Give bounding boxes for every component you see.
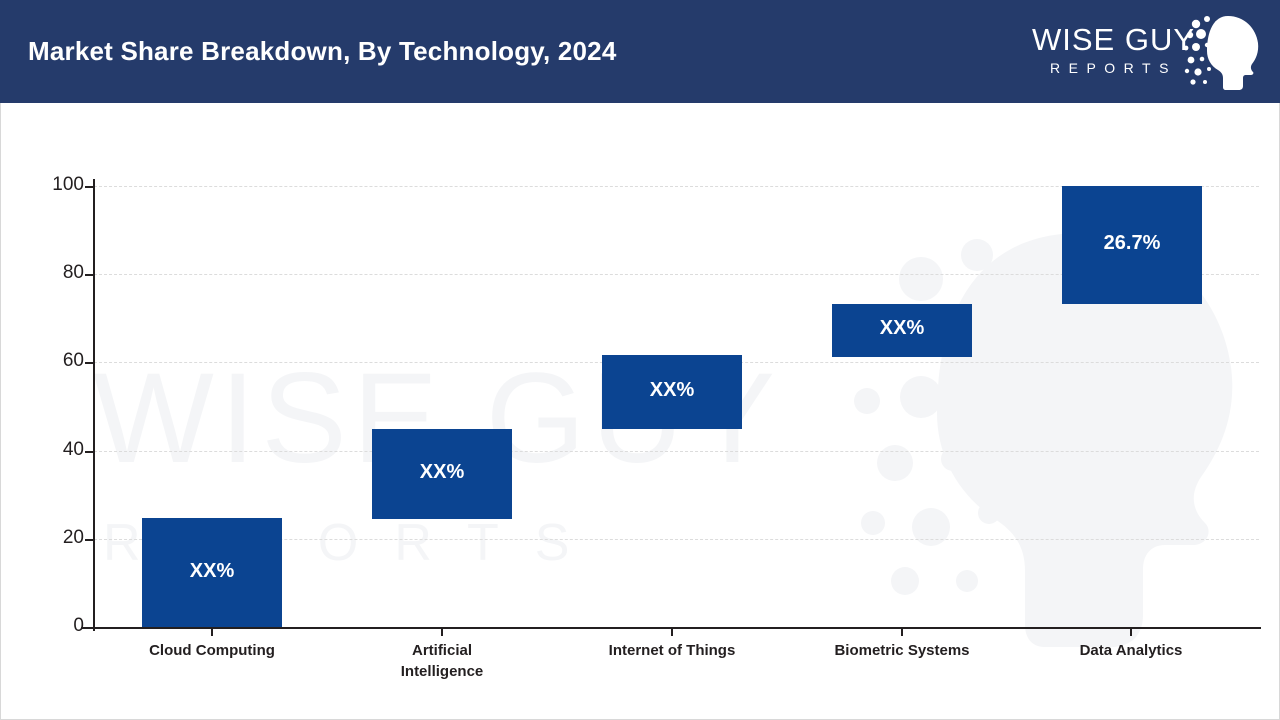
bar-artificial-intelligence[interactable]: XX% bbox=[372, 429, 512, 519]
bar-value-label-artificial-intelligence: XX% bbox=[419, 461, 465, 484]
bar-cloud-computing[interactable]: XX% bbox=[142, 518, 282, 627]
logo-wordmark-primary: WISE GUY bbox=[1032, 22, 1196, 57]
x-axis-label-line: Intelligence bbox=[400, 663, 484, 680]
y-axis-line bbox=[93, 179, 96, 631]
x-tick-artificial-intelligence bbox=[441, 627, 444, 636]
chart-container: WISE GUY REPORTS bbox=[0, 103, 1280, 720]
x-tick-cloud-computing bbox=[211, 627, 214, 636]
x-axis-label-artificial-intelligence: Artificial Intelligence bbox=[332, 640, 552, 682]
x-tick-data-analytics bbox=[1130, 627, 1133, 636]
x-axis-label-internet-of-things: Internet of Things bbox=[562, 640, 782, 661]
x-axis-label-line: Data Analytics bbox=[1079, 642, 1183, 659]
bar-data-analytics[interactable]: 26.7% bbox=[1062, 186, 1202, 304]
page-title: Market Share Breakdown, By Technology, 2… bbox=[28, 36, 617, 66]
bar-value-label-cloud-computing: XX% bbox=[189, 559, 235, 582]
wise-guy-reports-logo: WISE GUY REPORTS bbox=[1022, 8, 1272, 96]
y-axis-label-80: 80 bbox=[62, 262, 84, 283]
bar-value-label-biometric-systems: XX% bbox=[879, 317, 925, 340]
y-axis-label-60: 60 bbox=[62, 350, 84, 371]
x-axis-label-line: Artificial bbox=[411, 642, 472, 659]
gridline-100 bbox=[94, 186, 1259, 187]
x-axis-label-biometric-systems: Biometric Systems bbox=[792, 640, 1012, 661]
x-axis-label-data-analytics: Data Analytics bbox=[1021, 640, 1241, 661]
y-tick-80 bbox=[85, 274, 94, 276]
page-header: Market Share Breakdown, By Technology, 2… bbox=[0, 0, 1280, 103]
y-tick-100 bbox=[85, 186, 94, 188]
logo-wordmark-secondary: REPORTS bbox=[1050, 60, 1177, 76]
dotted-head-profile-icon bbox=[1183, 16, 1259, 90]
bar-biometric-systems[interactable]: XX% bbox=[832, 303, 972, 357]
y-axis-label-40: 40 bbox=[62, 439, 84, 460]
y-tick-20 bbox=[85, 539, 94, 541]
y-tick-60 bbox=[85, 362, 94, 364]
x-axis-label-line: Internet of Things bbox=[608, 642, 736, 659]
x-axis-label-line: Cloud Computing bbox=[149, 642, 275, 659]
gridline-40 bbox=[94, 451, 1259, 452]
bar-value-label-internet-of-things: XX% bbox=[649, 379, 695, 402]
y-axis-label-0: 0 bbox=[73, 615, 84, 636]
gridline-20 bbox=[94, 539, 1259, 540]
y-tick-40 bbox=[85, 451, 94, 453]
x-axis-label-line: Biometric Systems bbox=[834, 642, 970, 659]
plot-area: 100 80 60 40 20 0 XX% XX% XX% XX% bbox=[1, 103, 1279, 719]
x-tick-internet-of-things bbox=[671, 627, 674, 636]
x-tick-biometric-systems bbox=[901, 627, 904, 636]
y-tick-0 bbox=[85, 627, 94, 629]
y-axis-label-20: 20 bbox=[62, 527, 84, 548]
bar-value-label-data-analytics: 26.7% bbox=[1103, 231, 1161, 254]
gridline-80 bbox=[94, 274, 1259, 275]
x-axis-label-cloud-computing: Cloud Computing bbox=[102, 640, 322, 661]
bar-internet-of-things[interactable]: XX% bbox=[602, 354, 742, 430]
y-axis-label-100: 100 bbox=[52, 174, 84, 195]
